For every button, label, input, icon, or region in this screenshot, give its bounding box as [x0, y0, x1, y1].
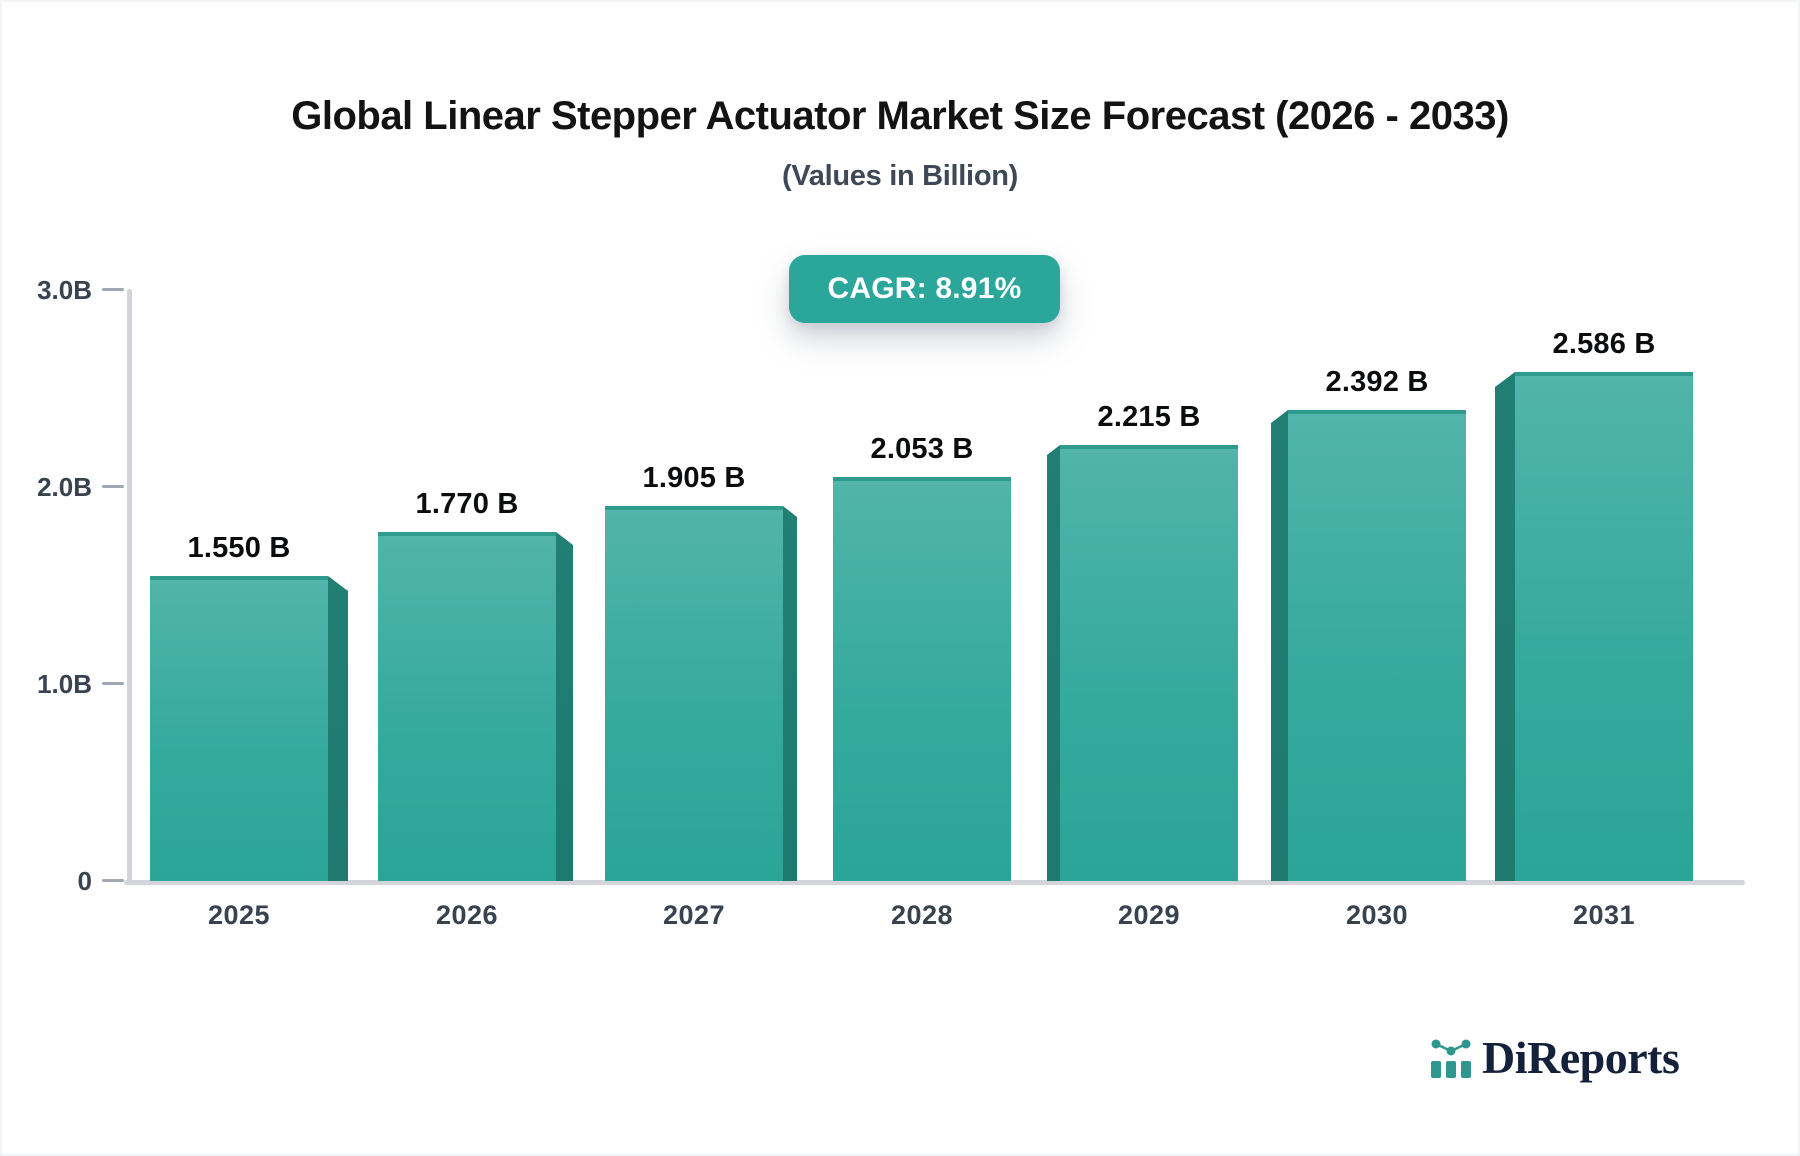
bar-side	[1271, 410, 1288, 881]
bar-value-label: 1.905 B	[642, 462, 746, 494]
y-tick-label: 1.0B	[37, 669, 92, 699]
page-title: Global Linear Stepper Actuator Market Si…	[291, 94, 1509, 138]
y-tick-label: 0	[77, 866, 92, 896]
x-axis-label: 2026	[435, 900, 499, 930]
y-tick-dash	[102, 879, 124, 882]
bar-face	[378, 532, 556, 881]
y-tick-dash	[102, 288, 124, 291]
bar-column	[833, 477, 1011, 881]
page-subtitle: (Values in Billion)	[782, 160, 1018, 192]
x-axis-label: 2031	[1572, 900, 1636, 930]
x-axis-label: 2029	[1117, 900, 1181, 930]
y-tick-dash	[102, 682, 124, 685]
bar-value-label: 2.586 B	[1552, 328, 1656, 360]
bar-face	[1060, 445, 1238, 881]
bar-face	[833, 477, 1011, 881]
bar-face	[605, 506, 783, 881]
bar-face	[1515, 372, 1693, 881]
bar-face	[150, 576, 328, 881]
bar-side	[556, 532, 573, 881]
bar-side	[1495, 372, 1515, 881]
bar-side	[328, 576, 348, 881]
bar-side	[783, 506, 797, 881]
bar-value-label: 1.550 B	[187, 532, 291, 564]
x-axis-label: 2030	[1345, 900, 1409, 930]
x-axis-label: 2028	[890, 900, 954, 930]
y-tick-dash	[102, 485, 124, 488]
y-axis-line	[127, 289, 132, 884]
brand-logo-text: DiReports	[1482, 1032, 1680, 1084]
brand-logo-icon	[1431, 1039, 1471, 1078]
bar-column	[150, 576, 348, 881]
cagr-badge: CAGR: 8.91%	[789, 255, 1060, 323]
bar-column	[605, 506, 797, 881]
bar-value-label: 1.770 B	[415, 488, 519, 520]
bar-value-label: 2.053 B	[870, 433, 974, 465]
bar-value-label: 2.215 B	[1097, 401, 1201, 433]
x-axis-line	[124, 880, 1745, 885]
x-axis-label: 2025	[207, 900, 271, 930]
y-tick-label: 2.0B	[37, 472, 92, 502]
y-tick-label: 3.0B	[37, 275, 92, 305]
bar-value-label: 2.392 B	[1325, 366, 1429, 398]
bar-face	[1288, 410, 1466, 881]
bar-column	[378, 532, 573, 881]
bar-column	[1271, 410, 1466, 881]
brand-logo: DiReports	[1428, 1032, 1680, 1084]
bar-column	[1047, 445, 1238, 881]
bar-side	[1047, 445, 1060, 881]
x-axis-label: 2027	[662, 900, 726, 930]
bar-column	[1495, 372, 1693, 881]
